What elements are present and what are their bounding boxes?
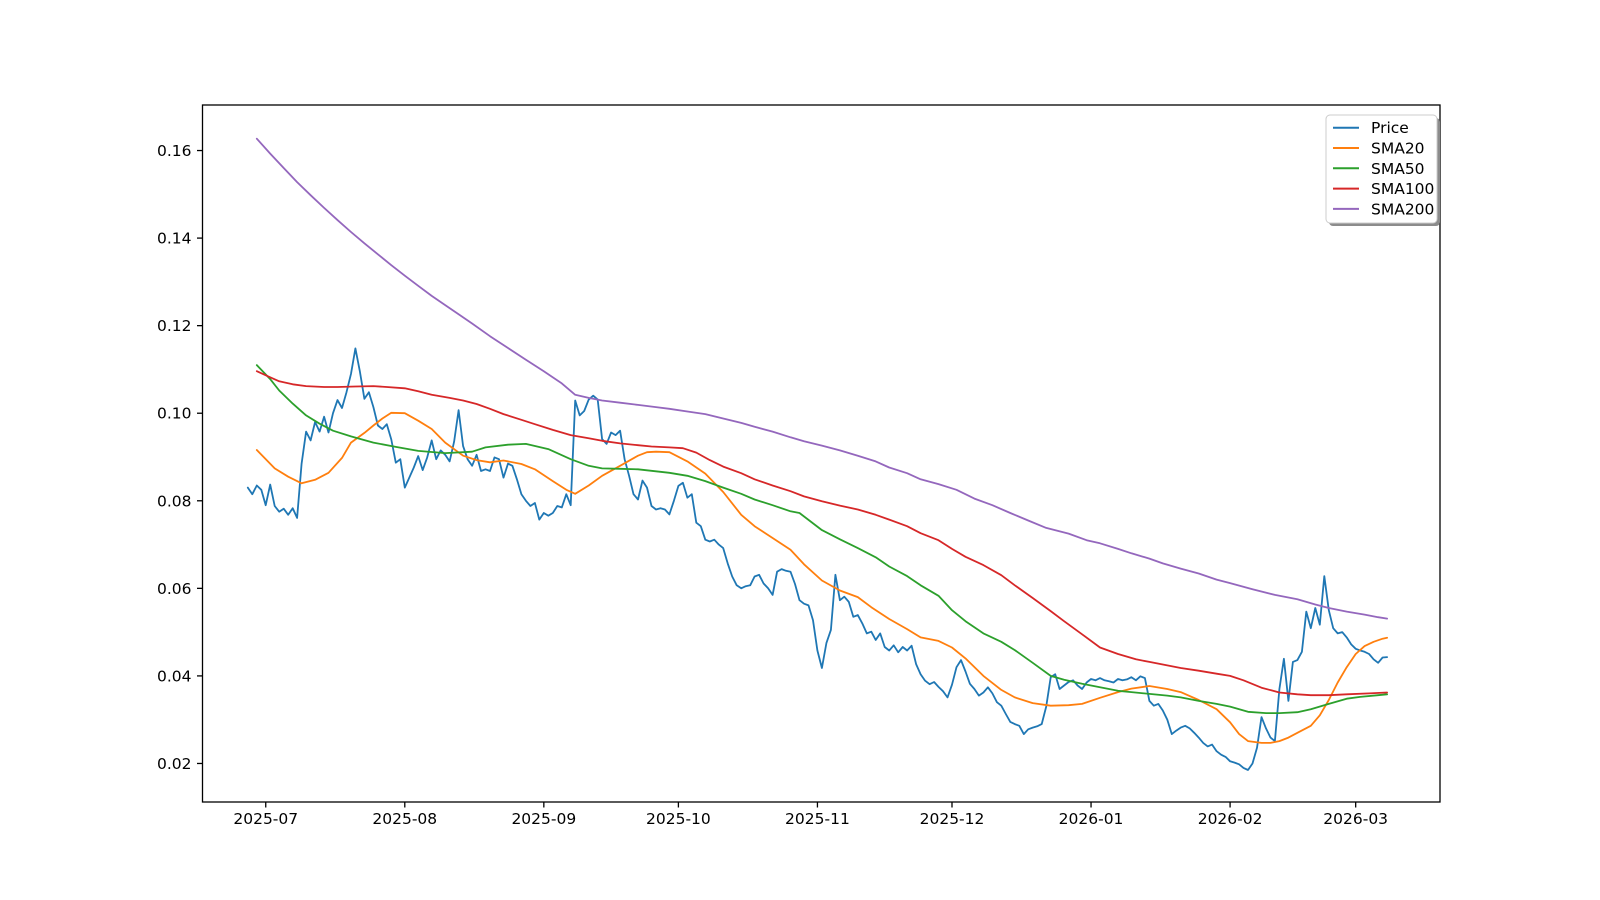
y-tick-label: 0.06: [157, 580, 192, 598]
y-tick-label: 0.10: [157, 405, 192, 423]
legend-box: [1325, 114, 1438, 224]
legend: Price SMA20 SMA50 SMA100 SMA200: [1325, 114, 1440, 226]
x-tick-label: 2026-01: [1059, 810, 1124, 828]
sma200-line: [255, 137, 1388, 620]
axes-frame: [201, 104, 1441, 803]
price-line: [246, 347, 1388, 771]
x-tick-label: 2025-10: [646, 810, 711, 828]
y-tick-label: 0.14: [157, 230, 192, 248]
y-tick-label: 0.16: [157, 142, 192, 160]
sma100-line: [255, 370, 1388, 697]
y-tick-label: 0.12: [157, 317, 192, 335]
y-tick-label: 0.02: [157, 755, 192, 773]
plot-area: [201, 104, 1441, 803]
legend-label-sma100: SMA100: [1371, 180, 1434, 198]
y-tick-label: 0.04: [157, 667, 192, 685]
x-axis: 2025-07 2025-08 2025-09 2025-10 2025-11 2025-…: [233, 802, 1388, 828]
x-tick-label: 2025-12: [920, 810, 985, 828]
x-tick-label: 2025-07: [233, 810, 298, 828]
legend-label-sma50: SMA50: [1371, 160, 1425, 178]
x-tick-label: 2026-02: [1198, 810, 1263, 828]
x-tick-label: 2025-11: [785, 810, 850, 828]
x-tick-label: 2026-03: [1323, 810, 1388, 828]
sma50-line: [255, 364, 1388, 714]
x-tick-label: 2025-09: [511, 810, 576, 828]
sma20-line: [255, 411, 1388, 744]
x-tick-label: 2025-08: [372, 810, 437, 828]
y-tick-label: 0.08: [157, 492, 192, 510]
legend-label-sma20: SMA20: [1371, 140, 1425, 158]
legend-label-price: Price: [1371, 119, 1409, 137]
legend-label-sma200: SMA200: [1371, 200, 1434, 218]
y-axis: 0.02 0.04 0.06 0.08 0.10 0.12 0.14 0.16: [157, 142, 203, 773]
series-layer: [246, 137, 1388, 771]
